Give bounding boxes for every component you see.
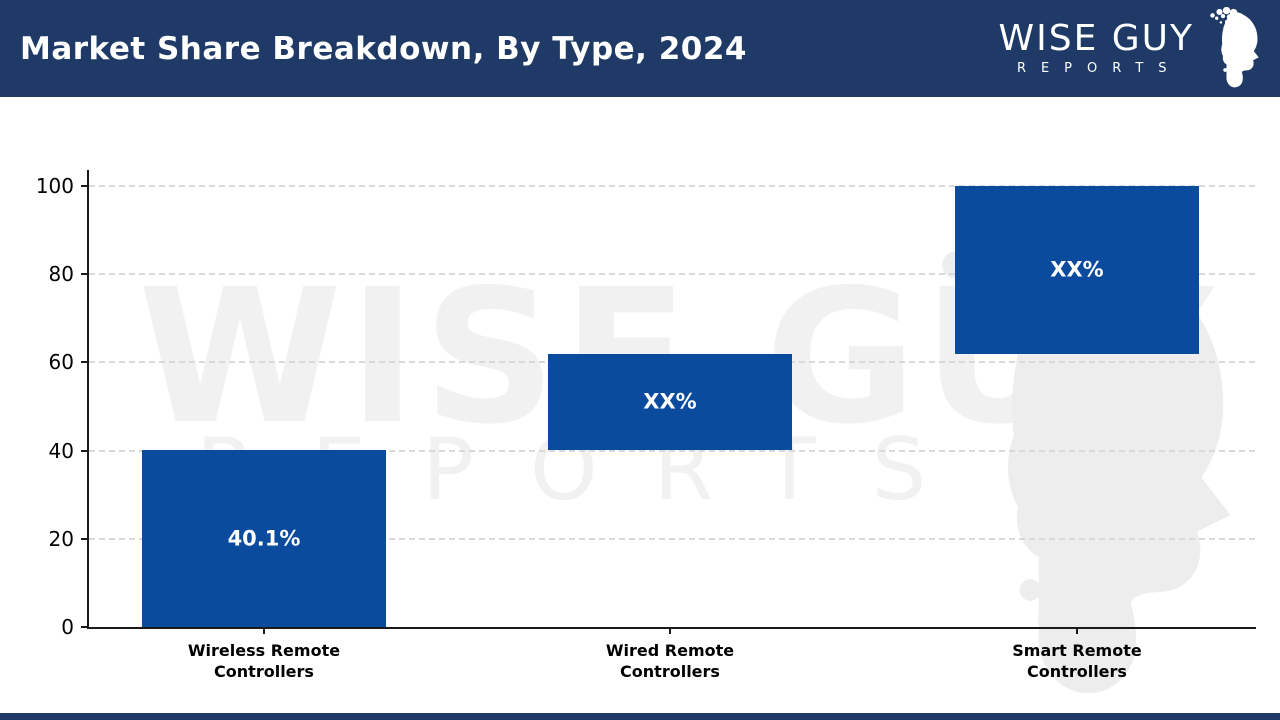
bar-value-label: XX% xyxy=(1050,257,1104,282)
y-tick-mark xyxy=(81,361,88,364)
y-tick-label: 100 xyxy=(35,174,74,198)
gridline-80 xyxy=(89,273,1255,276)
bar-3[interactable] xyxy=(955,186,1199,354)
brand-logo: WISE GUY REPORTS xyxy=(999,0,1280,97)
y-tick-label: 40 xyxy=(48,438,74,463)
gridline-40 xyxy=(89,449,1255,452)
category-label: Wired Remote Controllers xyxy=(605,641,735,681)
y-tick-mark xyxy=(81,449,88,452)
y-tick-label: 60 xyxy=(48,350,74,375)
y-tick-label: 0 xyxy=(61,615,74,639)
footer-bar xyxy=(0,713,1280,720)
category-label: Wireless Remote Controllers xyxy=(187,641,341,681)
y-axis-line xyxy=(87,170,89,629)
y-tick-mark xyxy=(81,273,88,276)
y-tick-label: 20 xyxy=(48,526,74,551)
bar-value-label: XX% xyxy=(643,389,697,414)
brand-name: WISE GUY xyxy=(998,18,1194,59)
y-tick-label: 80 xyxy=(48,262,74,287)
x-axis-line xyxy=(87,627,1256,629)
bar-value-label: 40.1% xyxy=(227,526,301,551)
bar-1[interactable] xyxy=(142,450,386,627)
x-tick-mark xyxy=(263,627,265,634)
y-tick-mark xyxy=(81,626,88,628)
page-title: Market Share Breakdown, By Type, 2024 xyxy=(20,30,748,67)
y-tick-mark xyxy=(81,537,88,540)
brand-logo-text: WISE GUY REPORTS xyxy=(998,18,1195,77)
gridline-20 xyxy=(89,537,1255,540)
brand-subtitle: REPORTS xyxy=(1016,61,1182,76)
gridline-100 xyxy=(89,185,1255,187)
header-bar: Market Share Breakdown, By Type, 2024 WI… xyxy=(0,0,1280,97)
y-tick-mark xyxy=(81,185,88,187)
x-tick-mark xyxy=(669,627,671,634)
category-label: Smart Remote Controllers xyxy=(1012,641,1142,681)
x-tick-mark xyxy=(1076,627,1078,634)
bar-2[interactable] xyxy=(548,353,792,451)
